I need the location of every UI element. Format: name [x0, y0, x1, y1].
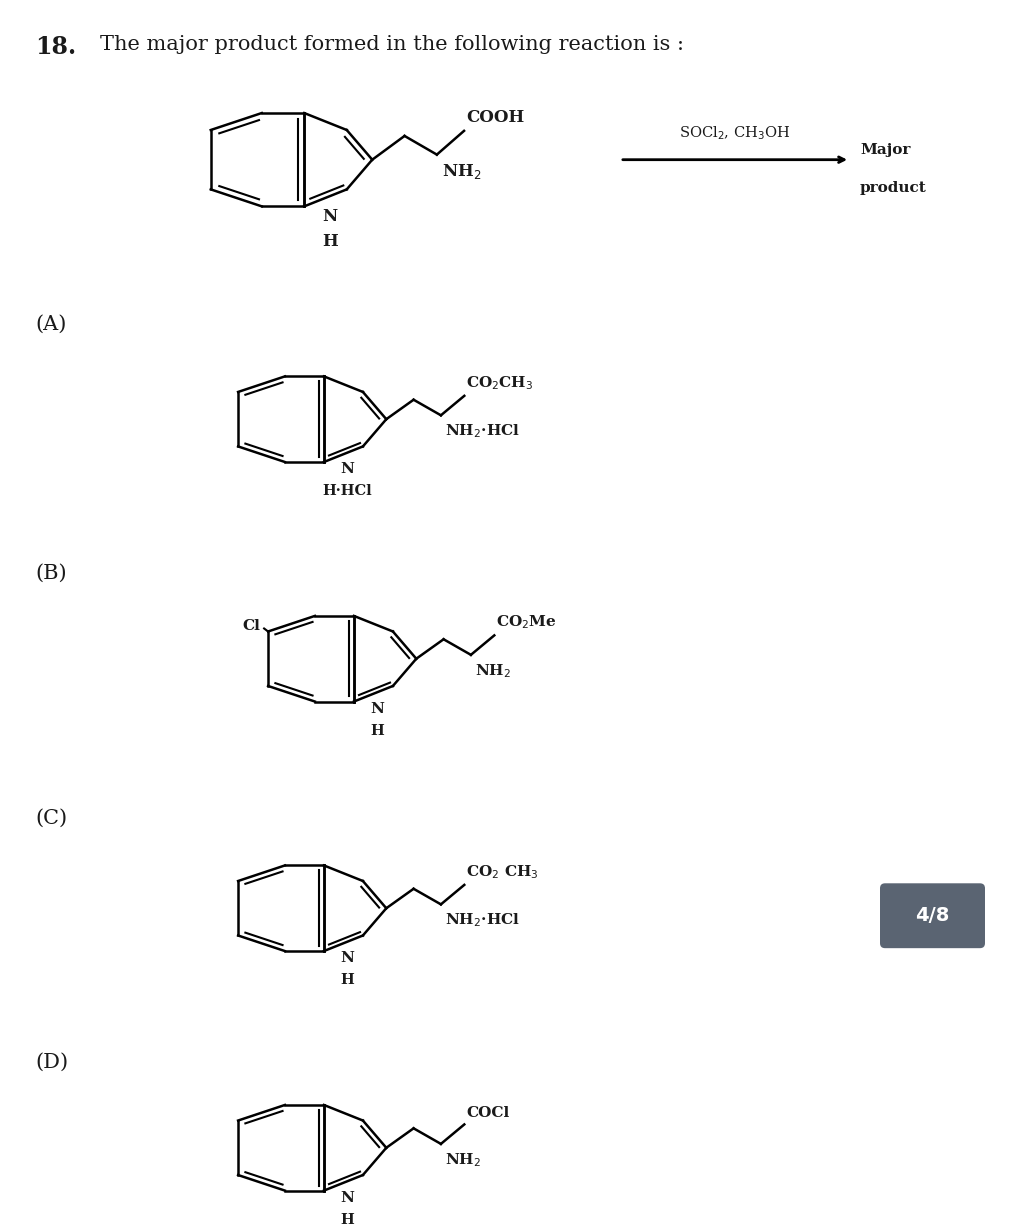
Text: COOH: COOH	[466, 109, 524, 125]
Text: NH$_2$: NH$_2$	[475, 662, 511, 679]
Text: SOCl$_2$, CH$_3$OH: SOCl$_2$, CH$_3$OH	[679, 124, 791, 141]
Text: Cl: Cl	[243, 620, 260, 633]
Text: 4/8: 4/8	[914, 907, 949, 925]
Text: (A): (A)	[35, 315, 67, 333]
Text: H: H	[322, 232, 338, 250]
Text: The major product formed in the following reaction is :: The major product formed in the followin…	[100, 34, 684, 54]
Text: CO$_2$Me: CO$_2$Me	[497, 614, 557, 631]
Text: 18.: 18.	[35, 34, 76, 59]
Text: NH$_2$: NH$_2$	[444, 1151, 481, 1168]
Text: N: N	[340, 951, 354, 966]
Text: (C): (C)	[35, 808, 68, 828]
Text: NH$_2$·HCl: NH$_2$·HCl	[444, 422, 520, 440]
Text: CO$_2$ CH$_3$: CO$_2$ CH$_3$	[466, 863, 539, 881]
Text: N: N	[340, 1191, 354, 1204]
Text: H·HCl: H·HCl	[323, 483, 372, 498]
Text: H: H	[371, 723, 384, 738]
Text: N: N	[371, 701, 384, 716]
Text: H: H	[340, 1213, 354, 1226]
Text: COCl: COCl	[466, 1107, 510, 1121]
Text: Major: Major	[860, 143, 910, 156]
Text: (D): (D)	[35, 1053, 69, 1073]
Text: NH$_2$·HCl: NH$_2$·HCl	[444, 911, 520, 929]
Text: NH$_2$: NH$_2$	[441, 161, 481, 181]
FancyBboxPatch shape	[880, 883, 985, 948]
Text: H: H	[340, 973, 354, 986]
Text: CO$_2$CH$_3$: CO$_2$CH$_3$	[466, 374, 534, 392]
Text: N: N	[323, 208, 337, 225]
Text: N: N	[340, 462, 354, 476]
Text: (B): (B)	[35, 563, 67, 583]
Text: product: product	[860, 181, 927, 194]
